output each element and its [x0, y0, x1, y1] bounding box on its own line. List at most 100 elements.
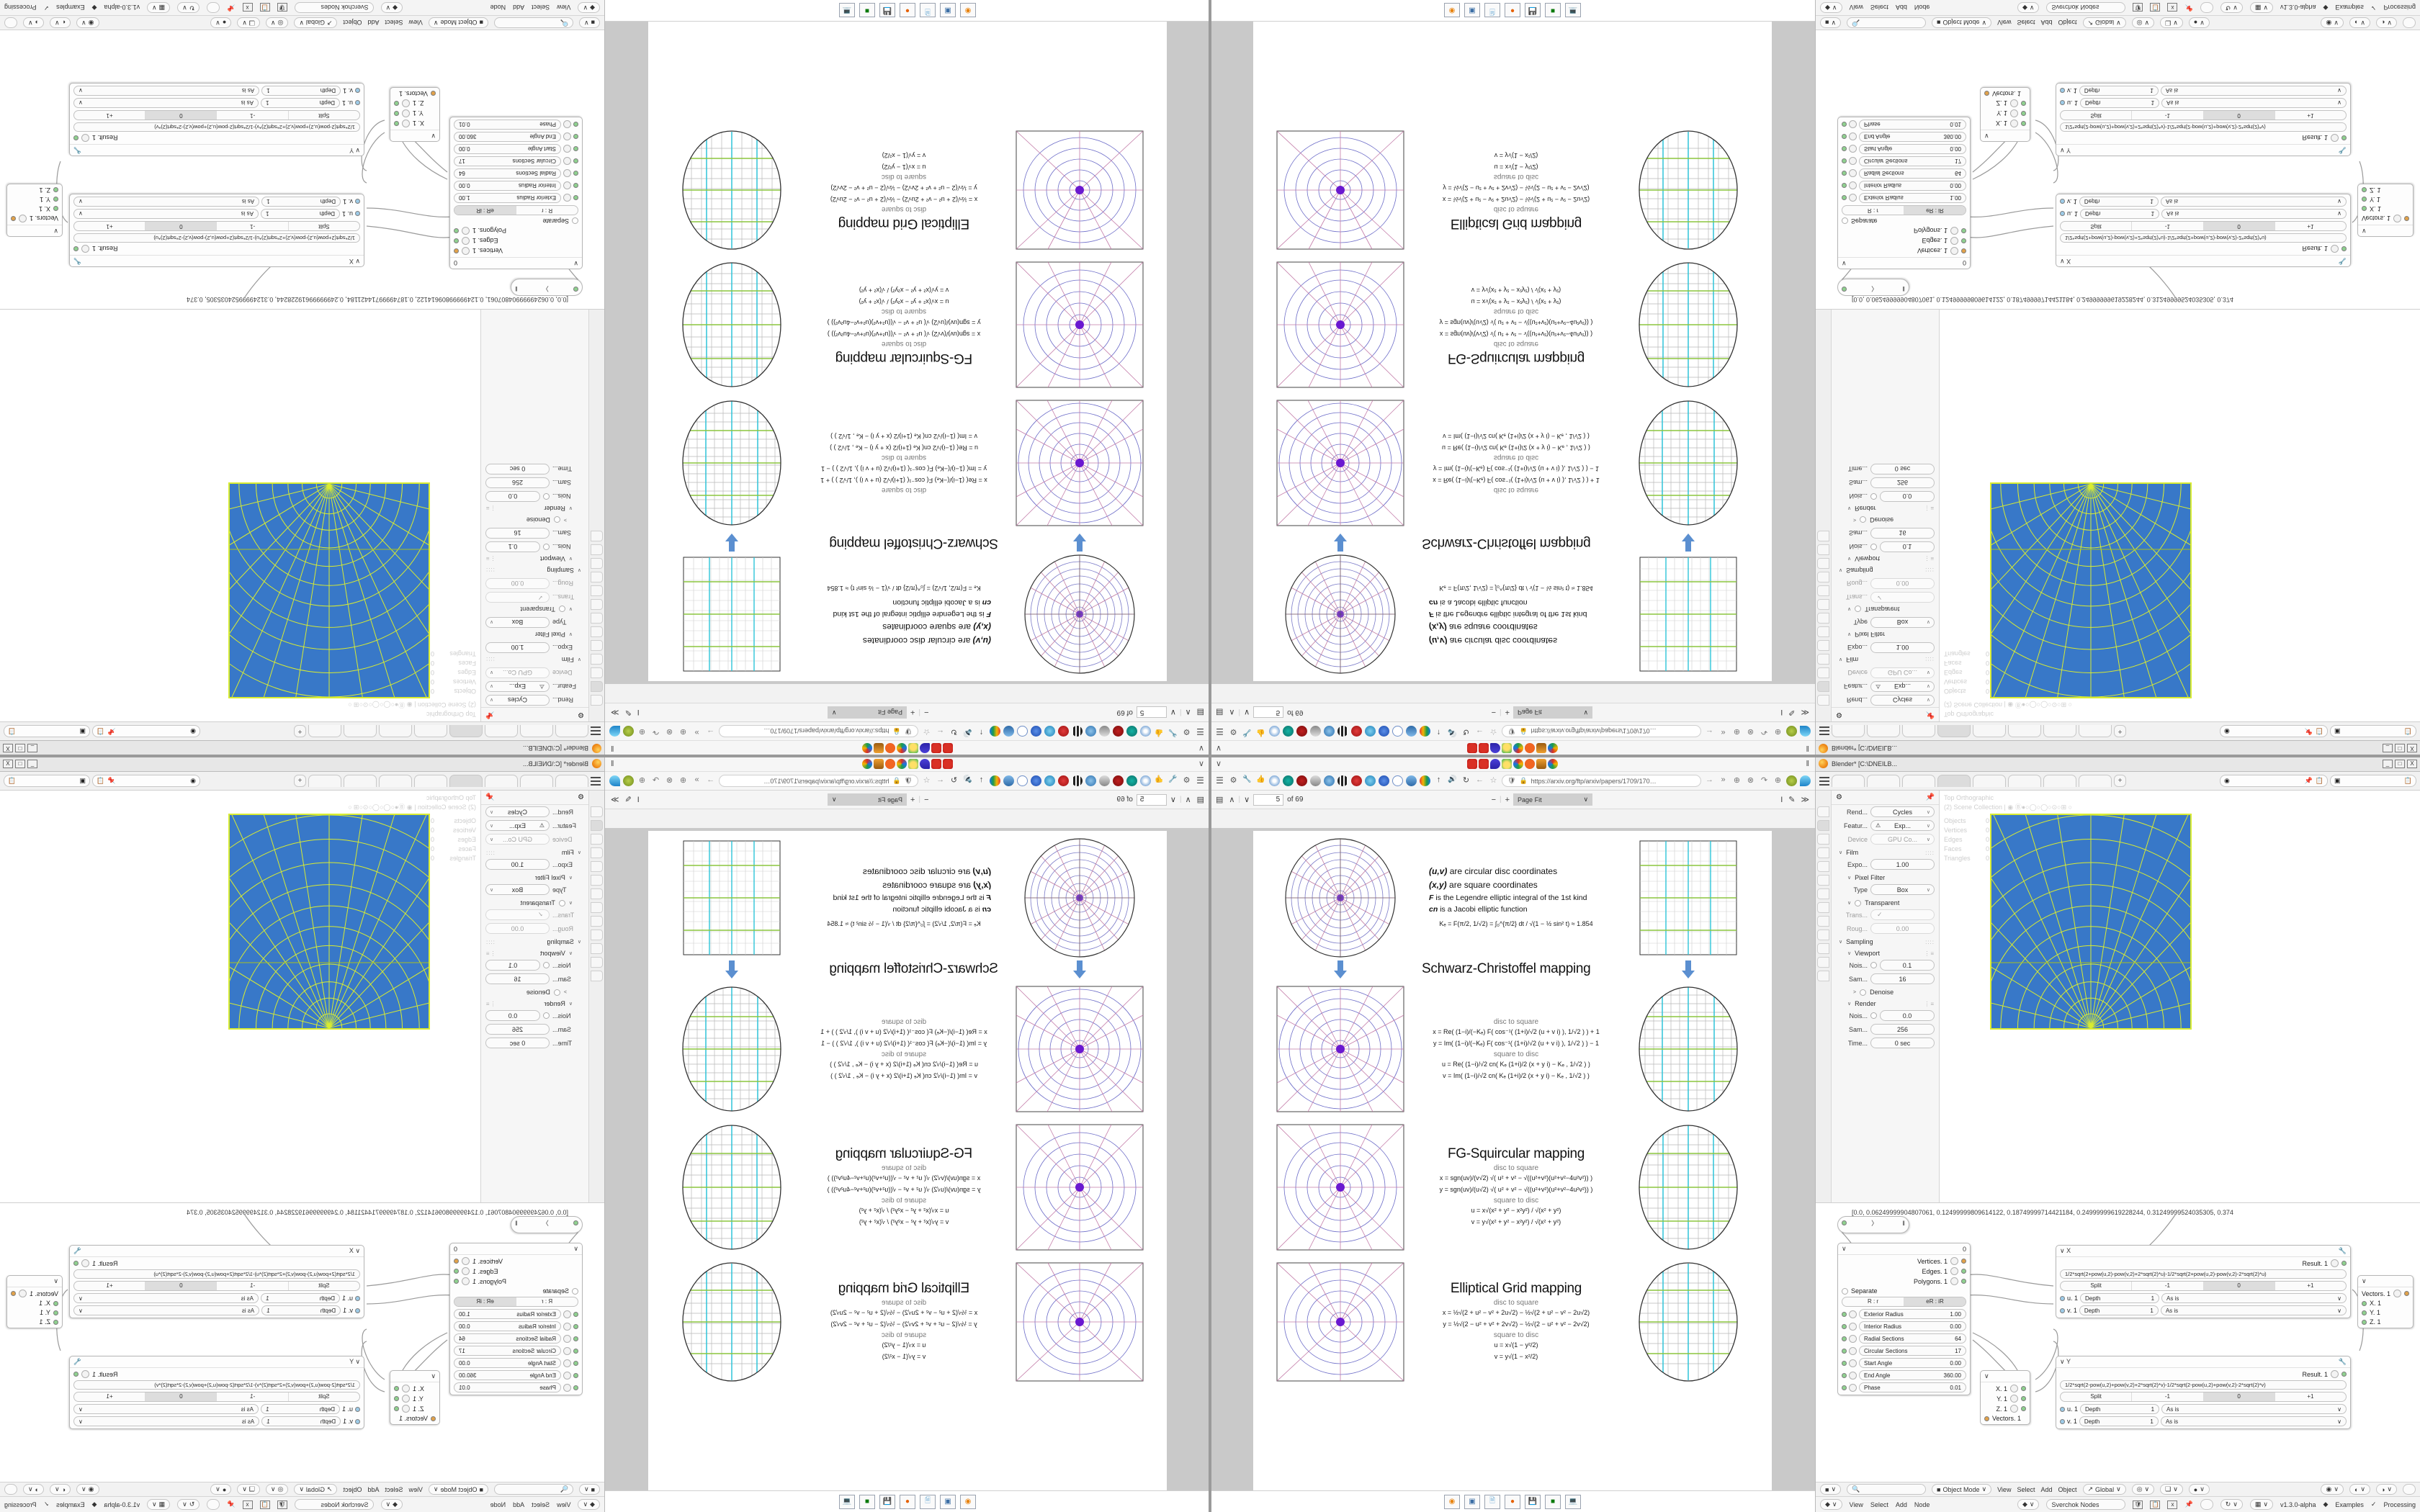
translate-icon[interactable]	[1003, 775, 1014, 786]
workspace-tab-2[interactable]	[1867, 775, 1900, 787]
shield-icon[interactable]: 🛡	[2133, 1500, 2143, 1509]
viewport-noise-row[interactable]: Nois... 0.1	[1832, 540, 1939, 554]
pause-icon[interactable]: ‖	[515, 285, 518, 293]
zoom-in-button[interactable]: +	[1505, 708, 1510, 717]
dropdown-icon[interactable]	[462, 227, 470, 235]
socket-polygons[interactable]	[454, 1279, 459, 1284]
tab-list-icon[interactable]: ‖	[611, 744, 614, 753]
socket-circular-sections[interactable]	[1842, 1348, 1847, 1354]
menu-add[interactable]: Add	[367, 1485, 380, 1493]
speaker-icon[interactable]: 🔊	[1448, 775, 1457, 783]
formula-x-input-u[interactable]: u. 1 Depth 1 As is ∨	[2060, 1293, 2347, 1303]
menu-select[interactable]: Select	[385, 1485, 403, 1493]
socket-start-angle[interactable]	[1842, 146, 1847, 152]
section-viewport[interactable]: ∨ Viewport ⋮≡	[481, 554, 588, 565]
workspace-tab-3[interactable]	[485, 725, 518, 737]
viewport-noise-toggle[interactable]	[543, 544, 550, 550]
socket-y[interactable]	[2021, 1396, 2026, 1401]
page-number-input[interactable]: 5	[1253, 793, 1284, 806]
formula-x-header[interactable]: ∨ X 🔧	[70, 255, 364, 266]
workspace-tab-8[interactable]	[2079, 725, 2112, 737]
torus-node[interactable]: ∨ 0 Vertices. 1 Edges. 1	[449, 117, 583, 269]
tab-list-icon[interactable]: ‖	[1806, 744, 1809, 753]
copy-icon[interactable]: 📋	[2403, 777, 2412, 784]
shading-icon[interactable]: ◉ ∨	[2321, 1484, 2344, 1495]
reload-icon[interactable]: ↻	[1462, 727, 1470, 736]
node-menu-add[interactable]: Add	[513, 1500, 525, 1508]
dropdown-icon[interactable]	[462, 1257, 470, 1265]
extensions-icon[interactable]: ⊕	[1774, 776, 1782, 785]
dropdown-icon[interactable]	[81, 245, 89, 253]
address-bar[interactable]: 🛡 🔒 https://arxiv.org/ftp/arxiv/papers/1…	[719, 775, 918, 787]
render-engine-select[interactable]: Cycles ∨	[1870, 695, 1935, 706]
roughness-row[interactable]: Roug... 0.00	[481, 922, 588, 935]
transparent-checkbox[interactable]	[558, 899, 565, 906]
render-noise-toggle[interactable]	[1870, 1012, 1877, 1019]
scene-selector[interactable]: ◉ 📌 📋	[2220, 775, 2328, 787]
pause-icon[interactable]: ‖	[1902, 285, 1905, 293]
workspace-tab-2[interactable]	[1867, 725, 1900, 737]
globe-icon[interactable]	[1269, 726, 1280, 737]
pin-icon[interactable]: 📌	[2184, 4, 2193, 12]
workspace-tab-6[interactable]	[2008, 725, 2041, 737]
pin-icon[interactable]: 📌	[227, 1500, 236, 1508]
driver-icon[interactable]	[1849, 1359, 1857, 1367]
shield-icon[interactable]	[1283, 775, 1294, 786]
preset-menu-icon[interactable]: ⋮≡	[485, 1000, 496, 1007]
socket-polygons[interactable]	[1961, 228, 1966, 233]
section-render[interactable]: ∨ Render ⋮≡	[1832, 997, 1939, 1009]
formula-x-segments[interactable]: Split -1 0 +1	[2060, 221, 2347, 231]
exposure-value-field[interactable]: 1.00	[1870, 859, 1935, 870]
render-samples-row[interactable]: Sam... 256	[481, 1022, 588, 1036]
socket-x-in[interactable]	[2362, 1300, 2367, 1306]
roughness-value-field[interactable]: 0.00	[485, 578, 550, 589]
segment-minus1[interactable]: -1	[2132, 111, 2204, 120]
vector-in-z[interactable]: Z. 1	[11, 186, 58, 194]
chevron-down-icon[interactable]: ∨	[355, 147, 360, 154]
taskbar-button-firefox[interactable]: ●	[900, 3, 915, 18]
segment-plus1[interactable]: +1	[106, 223, 113, 230]
section-denoise[interactable]: > Denoise	[1832, 515, 1939, 526]
shading-icon[interactable]: ◉ ∨	[76, 17, 99, 28]
modifier-properties-tab[interactable]	[591, 585, 603, 596]
device-row[interactable]: Device GPU Co... ∨	[481, 832, 588, 846]
vector-in-node[interactable]: ∨ X. 1 Y. 1	[1980, 1370, 2030, 1425]
droplet-icon[interactable]	[609, 726, 620, 737]
pin-icon[interactable]: 📌	[1925, 793, 1935, 801]
tab-favicon-4[interactable]	[908, 743, 918, 754]
tool-tab-icon[interactable]	[1817, 695, 1829, 706]
tab-list-icon[interactable]: ‖	[611, 759, 614, 768]
taskbar-button-terminal[interactable]: ■	[1545, 1494, 1561, 1509]
taskbar-button-window[interactable]: ▣	[1464, 3, 1480, 18]
physics-properties-tab[interactable]	[1817, 943, 1829, 954]
dropdown-icon[interactable]	[462, 1267, 470, 1275]
vector-in-node[interactable]: ∨ X. 1 Y. 1	[390, 87, 440, 142]
taskbar-button-firefox[interactable]: ●	[1505, 3, 1520, 18]
zoom-in-button[interactable]: +	[910, 795, 915, 804]
param-radial-sections[interactable]: Radial Sections 64	[1842, 168, 1966, 179]
param-start-angle[interactable]: Start Angle 0.00	[1842, 144, 1966, 154]
pixel-filter-type-row[interactable]: Type Box ∨	[481, 616, 588, 629]
grid-icon[interactable]: ▦ ∨	[147, 1499, 171, 1510]
socket-interior-radius[interactable]	[1842, 1323, 1847, 1329]
tab-favicon-8[interactable]	[1548, 743, 1558, 754]
radius-mode-rr[interactable]: R : r	[1842, 1297, 1904, 1306]
taskbar-button-floppy[interactable]: 💾	[1525, 1494, 1541, 1509]
compass-icon[interactable]	[1085, 726, 1096, 737]
node-tree-icon[interactable]: ◆ ∨	[2017, 2, 2040, 13]
menu-select[interactable]: Select	[2017, 19, 2035, 27]
tab-favicon-4[interactable]	[908, 758, 918, 769]
view-layer-selector[interactable]: ▣ 📋	[2330, 725, 2416, 737]
socket-end-angle[interactable]	[1842, 134, 1847, 140]
node-editor-icon[interactable]: ◆ ∨	[1820, 1499, 1842, 1510]
separate-row[interactable]: Separate	[454, 1287, 578, 1295]
taskbar-button-monitor[interactable]: 💻	[839, 1494, 855, 1509]
extensions-icon[interactable]: ⊕	[638, 727, 646, 736]
driver-icon[interactable]	[1849, 1334, 1857, 1343]
chevron-down-icon[interactable]: ∨	[1842, 260, 1847, 267]
mode-v-select[interactable]: As is ∨	[73, 1305, 260, 1315]
update-icon[interactable]: ↻ ∨	[177, 1499, 200, 1510]
collection-properties-tab[interactable]	[591, 613, 603, 624]
device-row[interactable]: Device GPU Co... ∨	[481, 666, 588, 680]
render-engine-row[interactable]: Rend... Cycles ∨	[1832, 693, 1939, 707]
